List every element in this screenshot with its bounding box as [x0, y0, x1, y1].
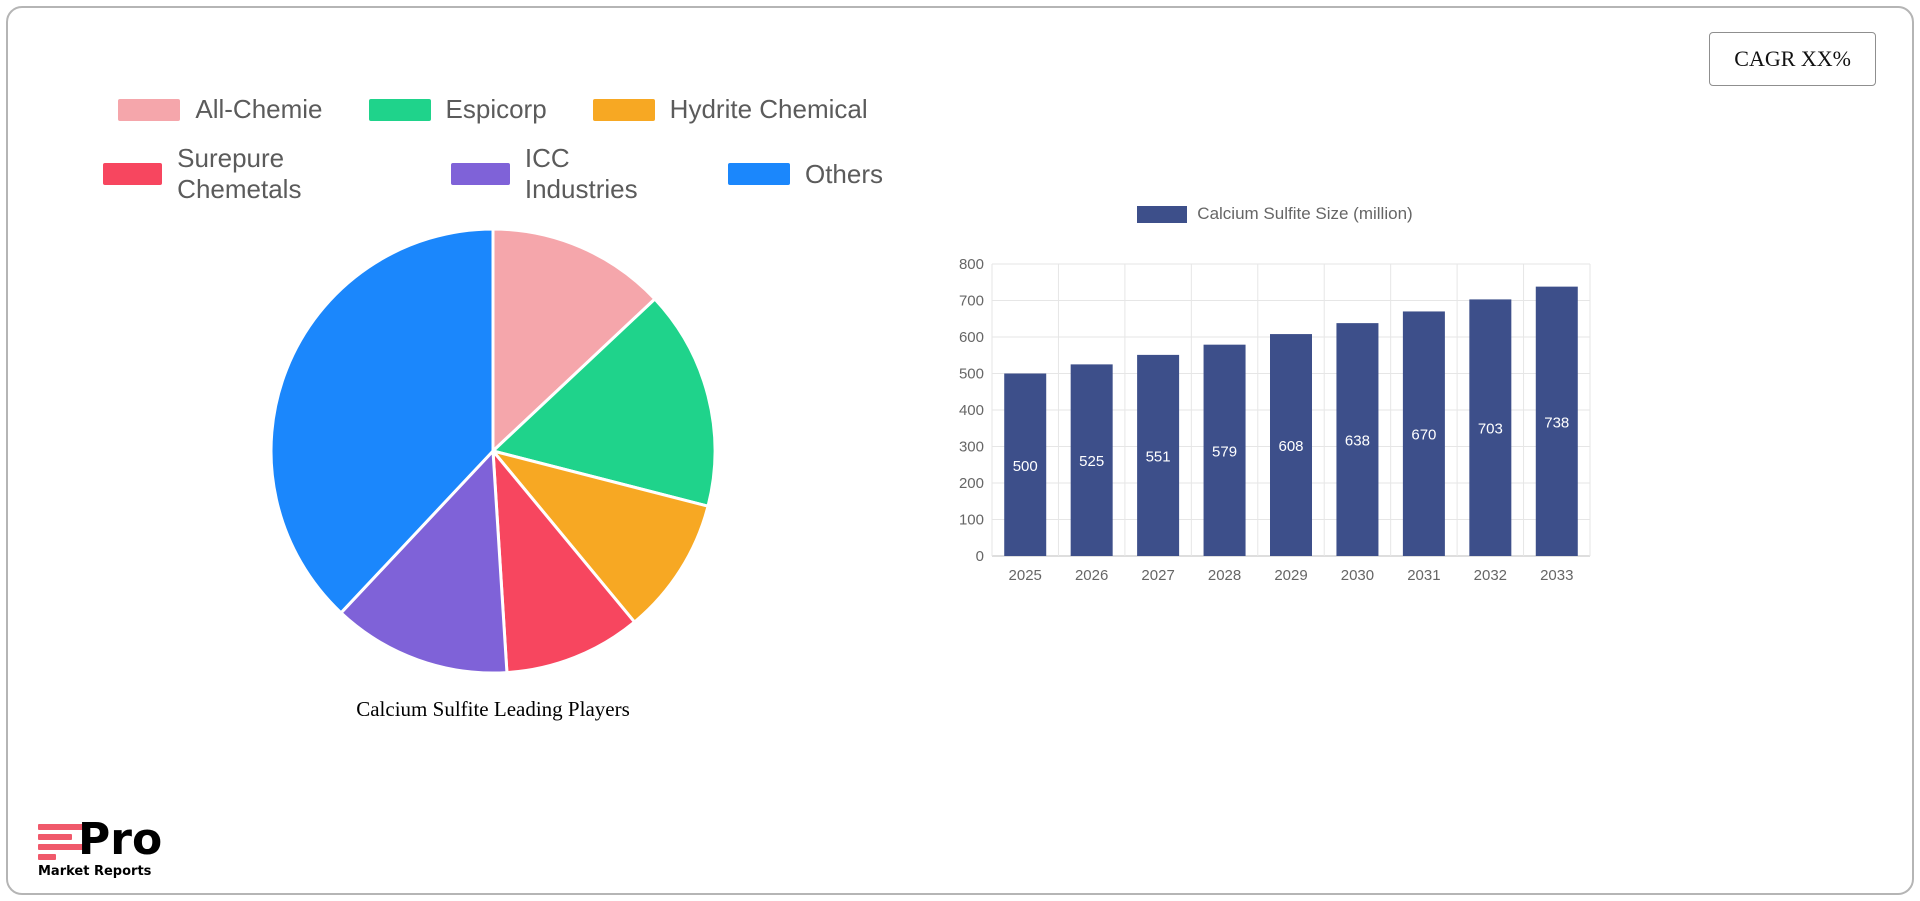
pie-slice-hydrite-chemical[interactable] — [491, 449, 710, 624]
legend-swatch-all-chemie — [118, 98, 181, 121]
legend-label-icc-industries: ICC Industries — [524, 143, 638, 204]
logo-name: Pro — [78, 814, 163, 865]
bar-value-label-2030: 638 — [1345, 433, 1370, 450]
pie-slice-icc-industries[interactable] — [339, 449, 509, 675]
x-tick-label-2032: 2032 — [1474, 567, 1507, 584]
x-tick-label-2026: 2026 — [1075, 567, 1108, 584]
legend-item-all-chemie[interactable]: All-Chemie — [118, 94, 323, 125]
y-tick-label: 100 — [959, 512, 984, 529]
legend-label-others: Others — [804, 158, 883, 189]
bar-value-label-2029: 608 — [1278, 438, 1303, 455]
x-tick-label-2029: 2029 — [1274, 567, 1307, 584]
logo-top: Pro — [38, 818, 162, 862]
legend-swatch-icc-industries — [450, 163, 510, 185]
bar-value-label-2032: 703 — [1478, 421, 1503, 438]
bar-2027[interactable] — [1137, 354, 1180, 556]
pie-slice-surepure-chemetals[interactable] — [491, 449, 637, 675]
legend-item-hydrite-chemical[interactable]: Hydrite Chemical — [592, 94, 868, 125]
pie-legend-row: Surepure Chemetals ICC Industries Others — [103, 143, 883, 205]
bar-2026[interactable] — [1070, 364, 1113, 556]
legend-label-all-chemie: All-Chemie — [195, 94, 323, 124]
bar-2032[interactable] — [1469, 299, 1512, 556]
pro-market-reports-logo: Pro Market Reports — [38, 818, 162, 879]
pie-slice-others[interactable] — [269, 227, 495, 615]
legend-swatch-surepure-chemetals — [103, 163, 163, 185]
y-tick-label: 600 — [959, 329, 984, 346]
x-tick-label-2033: 2033 — [1540, 567, 1573, 584]
bar-legend-swatch — [1137, 205, 1188, 223]
report-frame: CAGR XX% All-Chemie Espicorp Hydrite Chemi… — [6, 6, 1914, 895]
x-tick-label-2027: 2027 — [1141, 567, 1174, 584]
logo-stripes-icon — [38, 824, 84, 860]
pie-chart-title: Calcium Sulfite Leading Players — [356, 697, 630, 721]
pie-slice-all-chemie[interactable] — [491, 227, 657, 453]
y-tick-label: 500 — [959, 366, 984, 383]
legend-item-espicorp[interactable]: Espicorp — [368, 94, 547, 125]
legend-item-icc-industries[interactable]: ICC Industries — [450, 143, 682, 205]
bar-value-label-2028: 579 — [1212, 443, 1237, 460]
pie-chart-svg — [269, 227, 717, 675]
bar-2030[interactable] — [1336, 323, 1379, 556]
legend-label-hydrite-chemical: Hydrite Chemical — [669, 94, 868, 124]
bar-value-label-2027: 551 — [1146, 448, 1171, 465]
y-tick-label: 700 — [959, 293, 984, 310]
legend-label-surepure-chemetals: Surepure Chemetals — [177, 143, 302, 204]
x-tick-label-2028: 2028 — [1208, 567, 1241, 584]
legend-swatch-espicorp — [368, 98, 431, 121]
bar-2028[interactable] — [1203, 344, 1246, 556]
x-tick-label-2025: 2025 — [1009, 567, 1042, 584]
pie-legend: All-Chemie Espicorp Hydrite Chemical Surepu… — [103, 94, 883, 205]
y-tick-label: 0 — [976, 548, 984, 565]
bar-2029[interactable] — [1270, 334, 1312, 556]
x-tick-label-2030: 2030 — [1341, 567, 1374, 584]
legend-item-others[interactable]: Others — [727, 158, 883, 190]
bar-value-label-2033: 738 — [1544, 414, 1569, 431]
bar-legend-label: Calcium Sulfite Size (million) — [1197, 204, 1413, 223]
y-tick-label: 200 — [959, 475, 984, 492]
bar-chart-section: Calcium Sulfite Size (million) 0 100 200 30… — [930, 204, 1620, 602]
legend-swatch-hydrite-chemical — [592, 98, 655, 121]
y-tick-label: 800 — [959, 256, 984, 273]
y-tick-label: 400 — [959, 402, 984, 419]
legend-swatch-others — [727, 163, 790, 185]
bar-2033[interactable] — [1535, 286, 1578, 556]
cagr-badge: CAGR XX% — [1709, 32, 1876, 86]
y-tick-label: 300 — [959, 439, 984, 456]
pie-slice-espicorp[interactable] — [491, 297, 717, 508]
bar-legend[interactable]: Calcium Sulfite Size (million) — [1137, 204, 1413, 224]
pie-legend-row: All-Chemie Espicorp Hydrite Chemical — [118, 94, 868, 125]
bar-2025[interactable] — [1004, 373, 1047, 557]
legend-item-surepure-chemetals[interactable]: Surepure Chemetals — [103, 143, 405, 205]
legend-label-espicorp: Espicorp — [445, 94, 547, 124]
logo-subtitle: Market Reports — [38, 864, 152, 879]
bar-chart-svg: 0 100 200 300 400 500 600 700 800 500 2025 525 2026 5… — [959, 256, 1591, 584]
bar-value-label-2026: 525 — [1079, 453, 1104, 470]
cagr-label: CAGR XX% — [1734, 46, 1851, 71]
bar-2031[interactable] — [1402, 311, 1445, 556]
bar-value-label-2025: 500 — [1013, 458, 1038, 475]
bar-value-label-2031: 670 — [1411, 427, 1436, 444]
pie-chart-section: All-Chemie Espicorp Hydrite Chemical Surepu… — [103, 94, 883, 722]
x-tick-label-2031: 2031 — [1407, 567, 1440, 584]
